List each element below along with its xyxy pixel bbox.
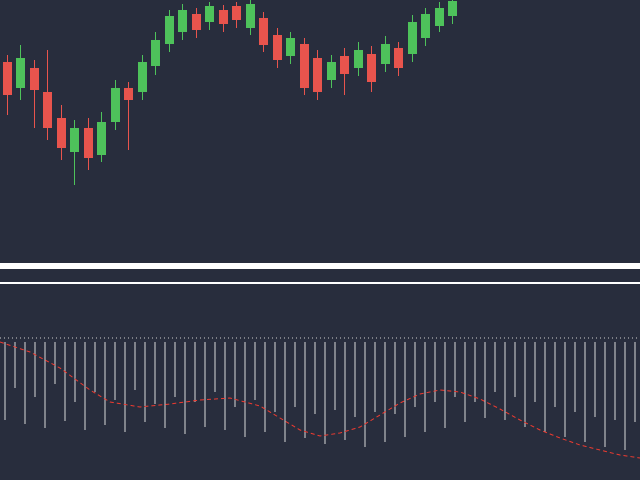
indicator-panel[interactable]: [0, 284, 640, 480]
price-chart-panel[interactable]: [0, 0, 640, 263]
panel-separator-thick[interactable]: [0, 263, 640, 269]
panel-separator-thin: [0, 282, 640, 284]
